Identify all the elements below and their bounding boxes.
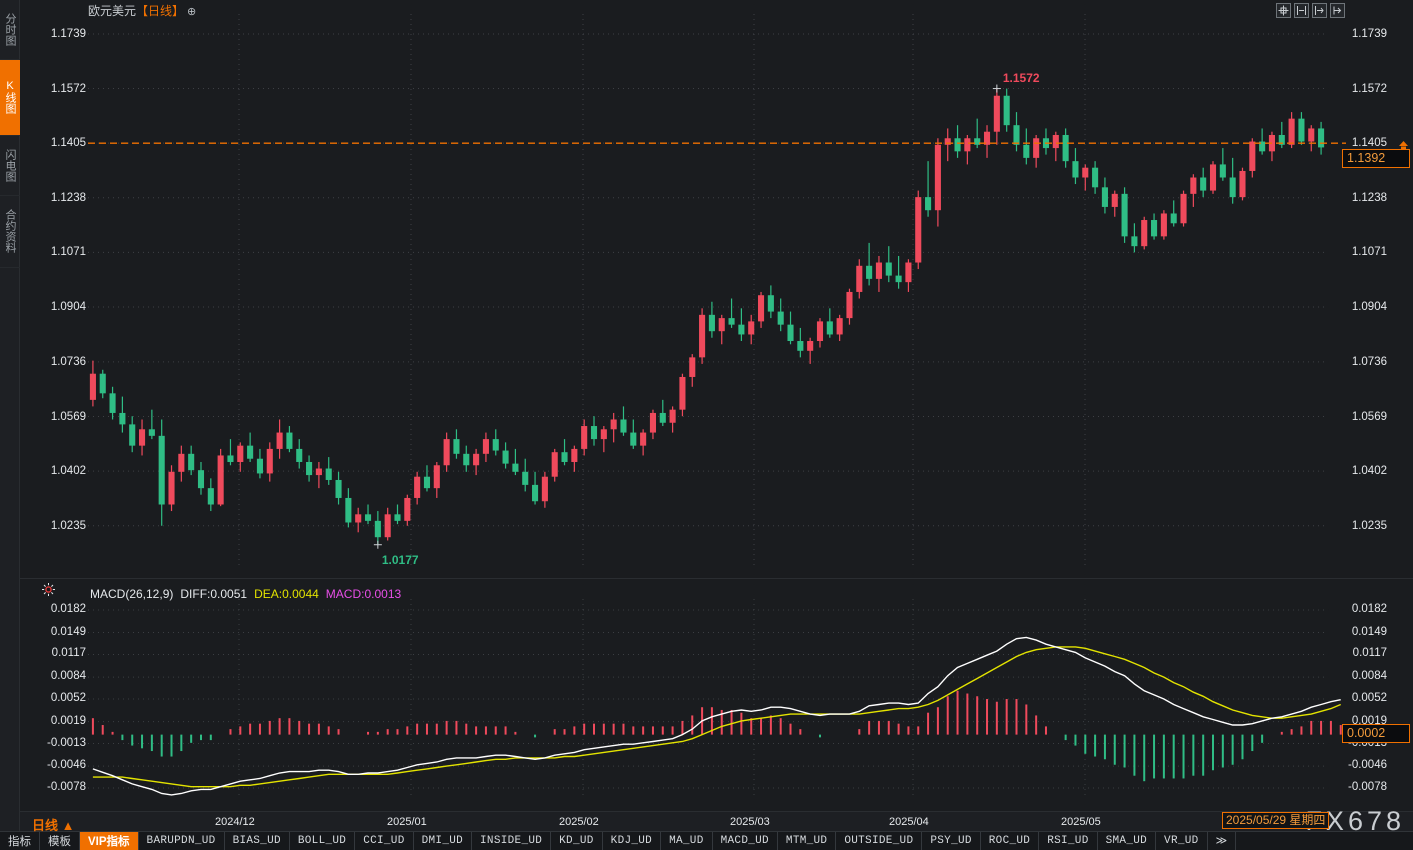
price-axis-label-left: 1.1739: [50, 27, 86, 40]
last-price-tag: 1.1392: [1342, 149, 1410, 169]
toolbar-item-sma-ud[interactable]: SMA_UD: [1098, 832, 1157, 850]
macd-axis-label-right: -0.0046: [1347, 759, 1387, 772]
price-axis-label-right: 1.0402: [1351, 465, 1387, 478]
price-axis-label-left: 1.1238: [50, 191, 86, 204]
macd-axis-label-left: -0.0078: [46, 781, 86, 794]
macd-chart: [88, 599, 1342, 799]
date-axis-label: 2025/03: [730, 816, 770, 828]
macd-axis-label-left: 0.0149: [50, 625, 86, 638]
date-axis-label: 2025/01: [387, 816, 427, 828]
price-axis-label-right: 1.0904: [1351, 300, 1387, 313]
datetime-tag: 2025/05/29 星期四: [1222, 812, 1330, 829]
date-axis-label: 2025/02: [559, 816, 599, 828]
macd-axis-label-right: -0.0078: [1347, 781, 1387, 794]
toolbar-item-mtm-ud[interactable]: MTM_UD: [778, 832, 837, 850]
macd-value-tag: 0.0002: [1342, 724, 1410, 744]
move-crosshair-icon[interactable]: [1276, 3, 1291, 18]
toolbar-item-kd-ud[interactable]: KD_UD: [551, 832, 603, 850]
toolbar-item-roc-ud[interactable]: ROC_UD: [981, 832, 1040, 850]
sidebar-item-timeline[interactable]: 分时图: [0, 0, 20, 60]
crosshair-icon[interactable]: ⊕: [187, 6, 197, 18]
price-axis-label-left: 1.0569: [50, 410, 86, 423]
macd-pane[interactable]: MACD(26,12,9) DIFF:0.0051 DEA:0.0044 MACD:0…: [20, 578, 1413, 811]
low-price-marker: 1.0177: [381, 552, 419, 567]
toolbar-item-ma-ud[interactable]: MA_UD: [661, 832, 713, 850]
toolbar-item-boll-ud[interactable]: BOLL_UD: [290, 832, 356, 850]
symbol-label: 欧元美元: [88, 4, 137, 18]
axis-right-icon[interactable]: [1312, 3, 1327, 18]
chart-tools[interactable]: [1276, 3, 1345, 18]
macd-axis-label-right: 0.0182: [1351, 602, 1387, 615]
indicator-toolbar[interactable]: 指标 模板 VIP指标 BARUPDN_UD BIAS_UD BOLL_UD CCI_UD D…: [0, 831, 1413, 850]
toolbar-item-inside-ud[interactable]: INSIDE_UD: [472, 832, 552, 850]
macd-axis-label-right: 0.0117: [1352, 647, 1387, 660]
chart-area[interactable]: 欧元美元【日线】 ⊕ MACD(26,12,9) DIFF:0: [20, 0, 1413, 831]
price-axis-label-right: 1.1572: [1351, 82, 1387, 95]
sidebar-item-kline[interactable]: K线图: [0, 60, 20, 136]
toolbar-item-psy-ud[interactable]: PSY_UD: [922, 832, 981, 850]
price-axis-label-right: 1.1071: [1351, 246, 1387, 259]
sidebar-item-contract-info[interactable]: 合约资料: [0, 196, 20, 268]
period-label: 【日线】: [136, 4, 185, 18]
price-axis-label-right: 1.0235: [1351, 519, 1387, 532]
price-axis-label-left: 1.0235: [50, 519, 86, 532]
toolbar-item-bias-ud[interactable]: BIAS_UD: [225, 832, 290, 850]
toolbar-item-outside-ud[interactable]: OUTSIDE_UD: [836, 832, 923, 850]
left-sidebar: 分时图 K线图 闪电图 合约资料: [0, 0, 20, 831]
macd-axis-label-left: 0.0182: [50, 602, 86, 615]
toolbar-item-dmi-ud[interactable]: DMI_UD: [414, 832, 473, 850]
sidebar-item-lightning[interactable]: 闪电图: [0, 136, 20, 196]
price-axis-label-right: 1.1238: [1351, 191, 1387, 204]
period-status-tag[interactable]: 日线 ▲: [32, 818, 75, 833]
candlestick-chart: [88, 14, 1346, 565]
settings-sun-icon[interactable]: [42, 583, 55, 596]
price-pane[interactable]: 欧元美元【日线】 ⊕: [20, 0, 1413, 578]
macd-dea-label: DEA:0.0044: [254, 587, 319, 601]
price-axis-label-right: 1.1405: [1351, 137, 1387, 150]
macd-axis-label-left: -0.0046: [46, 759, 86, 772]
macd-value-label: MACD:0.0013: [325, 587, 402, 601]
macd-params-label: MACD(26,12,9): [90, 587, 174, 601]
price-axis-label-left: 1.1405: [50, 137, 86, 150]
macd-legend: MACD(26,12,9) DIFF:0.0051 DEA:0.0044 MACD:0…: [90, 587, 408, 601]
price-axis-label-right: 1.0569: [1351, 410, 1387, 423]
price-axis-label-right: 1.0736: [1351, 355, 1387, 368]
toolbar-item-rsi-ud[interactable]: RSI_UD: [1039, 832, 1098, 850]
date-axis-label: 2025/05: [1061, 816, 1101, 828]
price-axis-label-right: 1.1739: [1351, 27, 1387, 40]
macd-axis-label-right: 0.0149: [1351, 625, 1387, 638]
date-axis-label: 2025/04: [889, 816, 929, 828]
macd-axis-label-left: 0.0019: [50, 714, 86, 727]
price-axis-label-left: 1.0904: [50, 300, 86, 313]
date-axis: 2024/12 2025/01 2025/02 2025/03 2025/04 2025/…: [20, 811, 1413, 831]
macd-axis-label-left: 0.0052: [50, 692, 86, 704]
macd-axis-label-left: 0.0084: [50, 670, 86, 683]
macd-axis-label-left: 0.0117: [51, 647, 86, 660]
toolbar-item-cci-ud[interactable]: CCI_UD: [355, 832, 414, 850]
toolbar-item-kdj-ud[interactable]: KDJ_UD: [603, 832, 662, 850]
price-axis-label-left: 1.1071: [50, 246, 86, 259]
axis-left-icon[interactable]: [1294, 3, 1309, 18]
chart-title: 欧元美元【日线】 ⊕: [88, 4, 196, 19]
price-axis-label-left: 1.0736: [50, 355, 86, 368]
price-up-arrow-icon: [1398, 138, 1409, 156]
macd-axis-label-right: 0.0084: [1351, 670, 1387, 683]
toolbar-item-macd-ud[interactable]: MACD_UD: [713, 832, 778, 850]
toolbar-item-vr-ud[interactable]: VR_UD: [1156, 832, 1208, 850]
toolbar-item-[interactable]: 指标: [0, 832, 40, 850]
macd-axis-label-right: 0.0019: [1351, 714, 1387, 727]
high-price-marker: 1.1572: [1002, 70, 1040, 85]
toolbar-item-barupdn-ud[interactable]: BARUPDN_UD: [139, 832, 225, 850]
toolbar-item-[interactable]: ≫: [1208, 832, 1237, 850]
price-axis-label-left: 1.1572: [50, 82, 86, 95]
toolbar-item-[interactable]: 模板: [40, 832, 80, 850]
toolbar-item-vip[interactable]: VIP指标: [80, 832, 139, 850]
price-axis-label-left: 1.0402: [50, 465, 86, 478]
macd-axis-label-right: 0.0052: [1351, 692, 1387, 704]
macd-diff-label: DIFF:0.0051: [180, 587, 248, 601]
macd-axis-label-left: -0.0013: [46, 736, 86, 749]
axis-shift-icon[interactable]: [1330, 3, 1345, 18]
date-axis-label: 2024/12: [215, 816, 255, 828]
